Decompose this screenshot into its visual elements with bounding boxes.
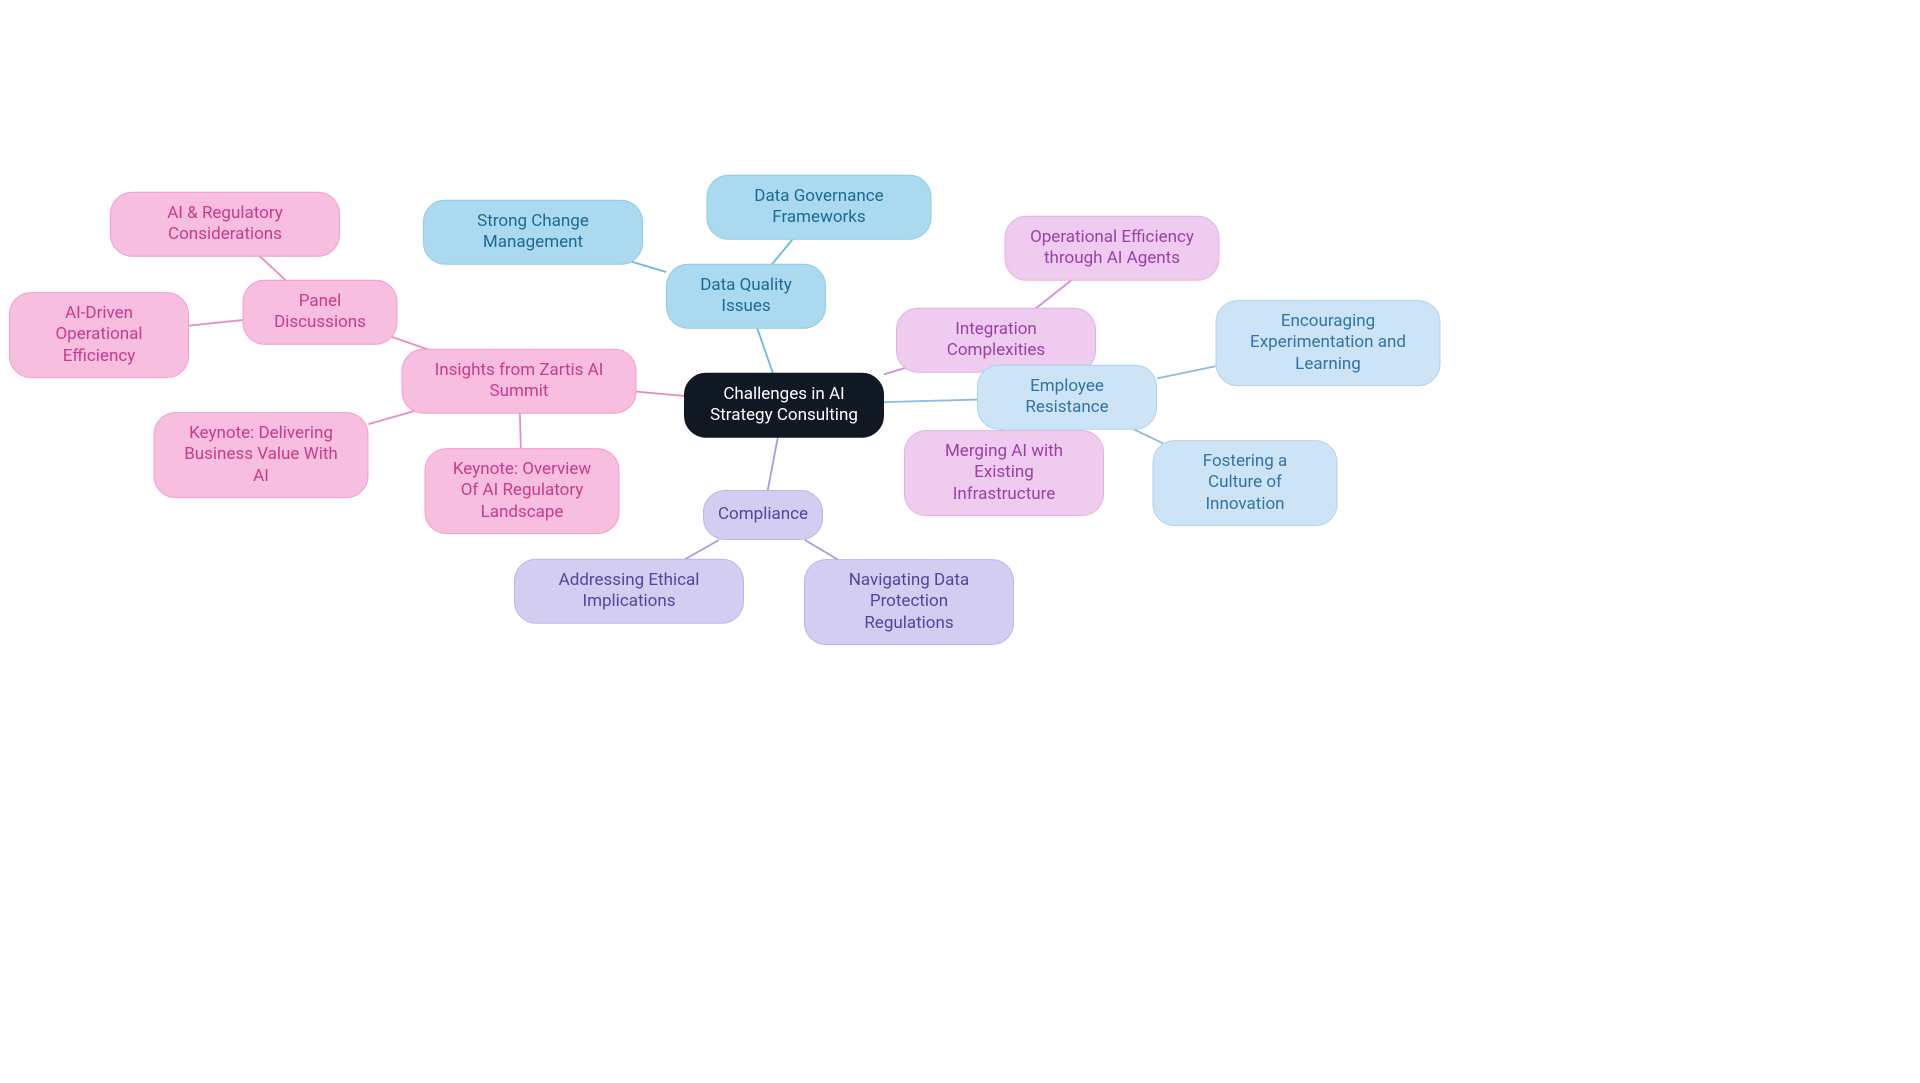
edge-layer xyxy=(0,0,1920,1083)
mindmap-node-cp: Compliance xyxy=(703,490,823,540)
mindmap-node-iz_k1: Keynote: Overview Of AI Regulatory Lands… xyxy=(425,448,620,534)
mindmap-node-iz_pd: Panel Discussions xyxy=(243,280,398,345)
mindmap-node-er1: Encouraging Experimentation and Learning xyxy=(1216,300,1441,386)
edge xyxy=(884,400,977,403)
mindmap-node-iz_pd2: AI-Driven Operational Efficiency xyxy=(9,292,189,378)
mindmap-node-cp2: Navigating Data Protection Regulations xyxy=(804,559,1014,645)
mindmap-node-ic: Integration Complexities xyxy=(896,308,1096,373)
mindmap-node-er: Employee Resistance xyxy=(977,365,1157,430)
mindmap-node-ic2: Merging AI with Existing Infrastructure xyxy=(904,430,1104,516)
edge xyxy=(637,392,685,396)
edge xyxy=(189,320,243,326)
mindmap-node-ic1: Operational Efficiency through AI Agents xyxy=(1005,216,1220,281)
edge xyxy=(755,321,773,374)
mindmap-node-cp1: Addressing Ethical Implications xyxy=(514,559,744,624)
mindmap-node-iz: Insights from Zartis AI Summit xyxy=(402,349,637,414)
mindmap-node-er2: Fostering a Culture of Innovation xyxy=(1153,440,1338,526)
mindmap-node-dq2: Data Governance Frameworks xyxy=(707,175,932,240)
mindmap-node-dq1: Strong Change Management xyxy=(423,200,643,265)
edge xyxy=(1157,366,1216,378)
mindmap-node-iz_k2: Keynote: Delivering Business Value With … xyxy=(154,412,369,498)
mindmap-node-root: Challenges in AI Strategy Consulting xyxy=(684,373,884,438)
mindmap-node-dq: Data Quality Issues xyxy=(666,264,826,329)
mindmap-node-iz_pd1: AI & Regulatory Considerations xyxy=(110,192,340,257)
edge xyxy=(768,437,778,491)
